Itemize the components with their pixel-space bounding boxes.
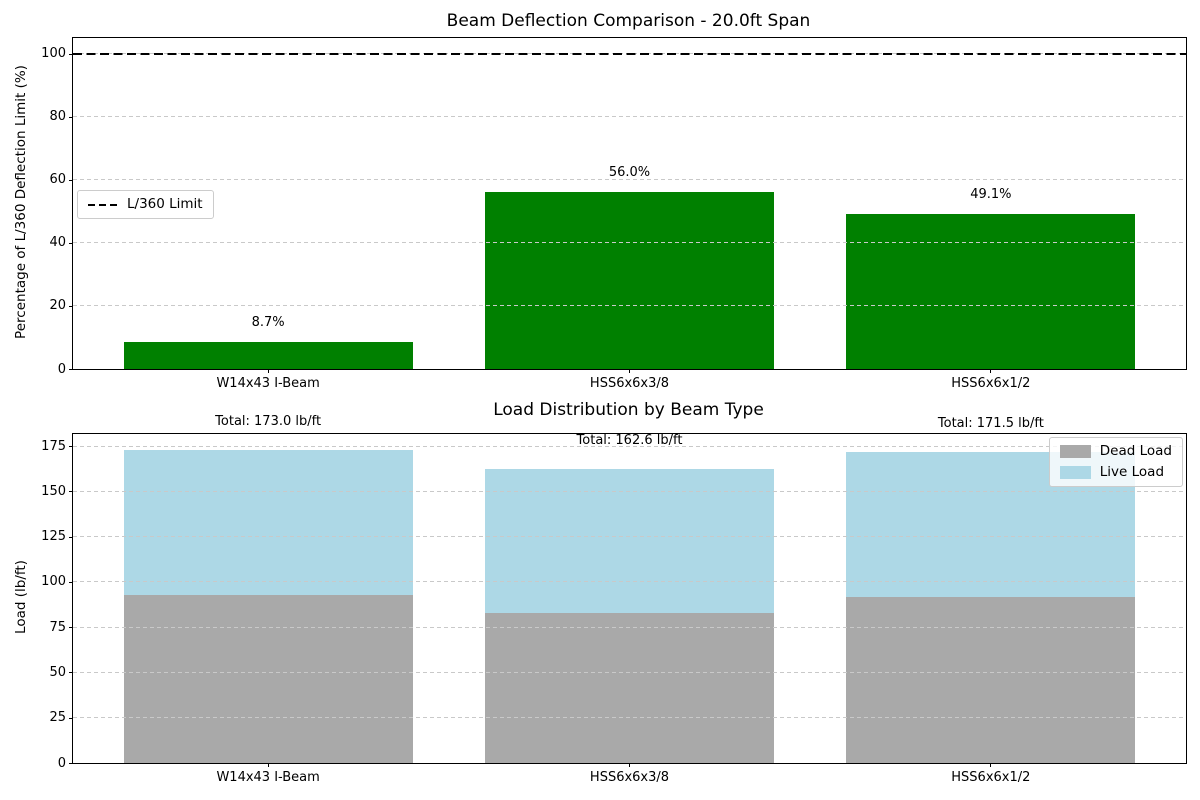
x-tick-mark (629, 763, 630, 767)
y-tick-mark (69, 305, 73, 307)
x-tick-label: HSS6x6x1/2 (951, 770, 1031, 785)
legend-label: L/360 Limit (127, 196, 203, 212)
y-tick-mark (69, 116, 73, 118)
x-tick-label: HSS6x6x3/8 (589, 770, 670, 785)
dashed-line-swatch (88, 203, 118, 206)
y-tick-mark (69, 179, 73, 181)
live-load-bar-segment (484, 468, 775, 614)
load-chart-title: Load Distribution by Beam Type (493, 400, 764, 420)
y-tick-label: 150 (41, 483, 66, 499)
y-tick-mark (69, 446, 73, 448)
x-tick-label: HSS6x6x3/8 (589, 376, 670, 391)
gridline (73, 242, 1186, 244)
y-tick-label: 20 (49, 298, 66, 314)
total-label: Total: 173.0 lb/ft (215, 413, 322, 429)
legend-color-swatch (1059, 445, 1091, 458)
gridline (73, 536, 1186, 538)
gridline (73, 626, 1186, 628)
y-tick-label: 100 (41, 574, 66, 590)
x-tick-mark (990, 369, 992, 373)
x-tick-mark (629, 369, 630, 373)
y-tick-label: 75 (49, 619, 66, 635)
y-tick-label: 175 (41, 438, 66, 454)
x-tick-mark (990, 763, 992, 767)
x-tick-mark (267, 763, 269, 767)
dead-load-bar-segment (846, 597, 1136, 763)
y-tick-mark (69, 536, 73, 538)
y-tick-label: 40 (49, 235, 66, 251)
deflection-y-axis-label: Percentage of L/360 Deflection Limit (%) (13, 65, 29, 339)
load-plot-area: Total: 173.0 lb/ft Total: 162.6 lb/ft Tota… (41, 414, 1187, 785)
percentage-label: 56.0% (608, 165, 651, 181)
y-tick-mark (69, 627, 73, 629)
deflection-chart-title: Beam Deflection Comparison - 20.0ft Span (446, 11, 811, 31)
y-tick-mark (69, 581, 73, 583)
x-tick-label: W14x43 I-Beam (216, 770, 320, 785)
gridline (73, 581, 1186, 583)
y-tick-label: 0 (57, 361, 66, 377)
y-tick-label: 25 (49, 710, 66, 726)
y-tick-mark (69, 53, 73, 55)
y-tick-mark (69, 491, 73, 493)
y-tick-mark (69, 242, 73, 244)
legend-label: Dead Load (1099, 443, 1172, 459)
y-tick-mark (69, 369, 73, 370)
gridline (73, 116, 1186, 118)
deflection-plot-area: 8.7% 56.0% 49.1% 0 20 40 60 80 100 W14x43 I-Beam H… (41, 37, 1187, 391)
deflection-bar (484, 192, 775, 369)
y-tick-label: 100 (41, 46, 66, 62)
y-tick-mark (69, 672, 73, 674)
legend-color-swatch (1059, 466, 1091, 479)
y-tick-label: 125 (41, 529, 66, 545)
deflection-bar (846, 214, 1136, 369)
gridline (73, 717, 1186, 719)
y-tick-label: 60 (49, 172, 66, 188)
dead-load-bar-segment (123, 594, 413, 763)
gridline (73, 305, 1186, 307)
y-tick-label: 80 (49, 109, 66, 125)
legend: L/360 Limit (77, 190, 214, 219)
legend-entry: Dead Load (1059, 443, 1172, 459)
deflection-limit-line (73, 52, 1186, 55)
dead-load-bar-segment (484, 613, 775, 763)
percentage-label: 49.1% (970, 187, 1012, 203)
load-y-axis-label: Load (lb/ft) (13, 560, 29, 634)
y-tick-mark (69, 763, 73, 764)
x-tick-mark (267, 369, 269, 373)
total-label: Total: 162.6 lb/ft (576, 432, 683, 448)
gridline (73, 490, 1186, 492)
live-load-bar-segment (123, 449, 413, 595)
gridline (73, 671, 1186, 673)
deflection-bar (123, 341, 413, 369)
legend: Dead Load Live Load (1048, 437, 1183, 487)
gridline (73, 445, 1186, 447)
legend-entry: L/360 Limit (88, 197, 203, 212)
total-label: Total: 171.5 lb/ft (937, 416, 1044, 432)
x-tick-label: HSS6x6x1/2 (951, 376, 1031, 391)
y-tick-mark (69, 717, 73, 719)
percentage-label: 8.7% (251, 314, 285, 330)
x-tick-label: W14x43 I-Beam (216, 376, 320, 391)
legend-label: Live Load (1099, 464, 1165, 480)
y-tick-label: 50 (49, 664, 66, 680)
legend-entry: Live Load (1059, 464, 1172, 480)
y-tick-label: 0 (57, 755, 66, 771)
gridline (73, 179, 1186, 181)
